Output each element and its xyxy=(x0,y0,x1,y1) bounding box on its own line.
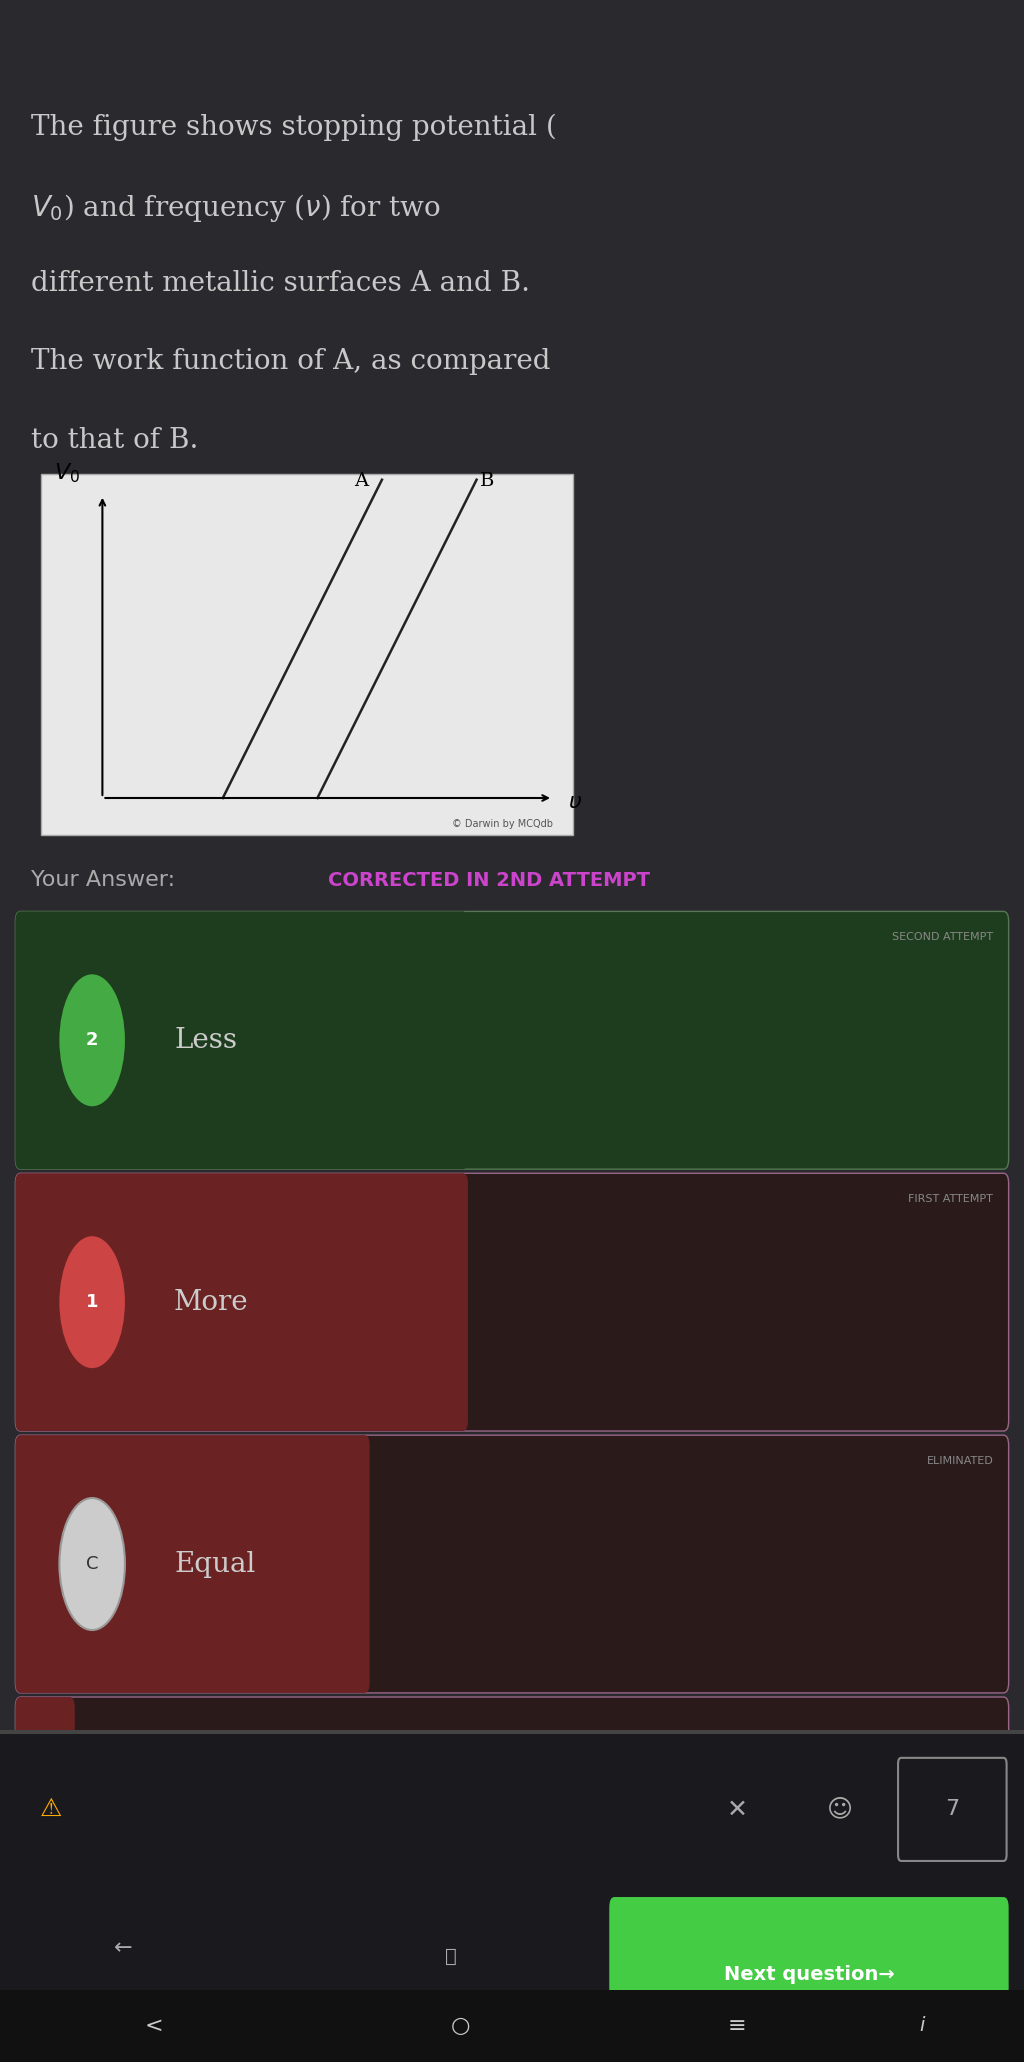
Circle shape xyxy=(59,975,125,1107)
Text: ☺: ☺ xyxy=(826,1798,853,1821)
Text: More: More xyxy=(174,1289,249,1316)
Text: $V_0$: $V_0$ xyxy=(53,462,80,485)
Circle shape xyxy=(59,1497,125,1631)
FancyBboxPatch shape xyxy=(15,911,468,1169)
FancyBboxPatch shape xyxy=(41,474,573,835)
FancyBboxPatch shape xyxy=(15,911,1009,1169)
FancyBboxPatch shape xyxy=(0,1732,1024,1887)
Text: ○: ○ xyxy=(452,2017,470,2035)
Text: The work function of A, as compared: The work function of A, as compared xyxy=(31,348,550,375)
FancyBboxPatch shape xyxy=(609,1897,1009,2052)
FancyBboxPatch shape xyxy=(15,1697,1009,1955)
Text: 1: 1 xyxy=(86,1293,98,1311)
Text: 🔖: 🔖 xyxy=(444,1947,457,1967)
FancyBboxPatch shape xyxy=(0,1990,1024,2062)
Text: CORRECTED IN 2ND ATTEMPT: CORRECTED IN 2ND ATTEMPT xyxy=(328,870,649,891)
FancyBboxPatch shape xyxy=(15,1435,1009,1693)
Text: B: B xyxy=(479,472,494,491)
Text: ←: ← xyxy=(114,1938,132,1959)
Text: ELIMINATED: ELIMINATED xyxy=(927,1456,993,1466)
Text: Equal: Equal xyxy=(174,1551,255,1577)
Text: D: D xyxy=(85,1817,99,1835)
Circle shape xyxy=(59,1237,125,1369)
FancyBboxPatch shape xyxy=(15,1173,1009,1431)
Text: Bookmark: Bookmark xyxy=(409,2015,493,2033)
FancyBboxPatch shape xyxy=(15,1435,370,1693)
Text: 2: 2 xyxy=(86,1031,98,1050)
Text: different metallic surfaces A and B.: different metallic surfaces A and B. xyxy=(31,270,529,297)
Text: Next question→: Next question→ xyxy=(724,1965,894,1984)
Text: SECOND ATTEMPT: SECOND ATTEMPT xyxy=(892,932,993,942)
Text: A: A xyxy=(354,472,369,491)
FancyBboxPatch shape xyxy=(15,1173,468,1431)
Text: ⚠: ⚠ xyxy=(40,1798,62,1821)
Text: ✕: ✕ xyxy=(727,1798,748,1821)
Text: 7: 7 xyxy=(945,1800,959,1819)
Text: Nothing can be said: Nothing can be said xyxy=(174,1812,457,1839)
Text: $\upsilon$: $\upsilon$ xyxy=(568,792,583,812)
Text: to that of B.: to that of B. xyxy=(31,427,198,454)
Circle shape xyxy=(59,1761,125,1893)
Text: Less: Less xyxy=(174,1027,238,1054)
Text: FIRST ATTEMPT: FIRST ATTEMPT xyxy=(908,1194,993,1204)
Text: <: < xyxy=(144,2017,163,2035)
FancyBboxPatch shape xyxy=(0,1887,1024,2062)
Text: ≡: ≡ xyxy=(728,2017,746,2035)
FancyBboxPatch shape xyxy=(15,1697,75,1955)
FancyBboxPatch shape xyxy=(0,1730,1024,1734)
Text: Your Answer:: Your Answer: xyxy=(31,870,175,891)
Text: i: i xyxy=(919,2017,925,2035)
Text: Previous: Previous xyxy=(88,2004,158,2023)
Text: C: C xyxy=(86,1555,98,1573)
Text: $V_0$) and frequency ($\nu$) for two: $V_0$) and frequency ($\nu$) for two xyxy=(31,192,440,225)
Text: The figure shows stopping potential (: The figure shows stopping potential ( xyxy=(31,113,556,140)
Text: © Darwin by MCQdb: © Darwin by MCQdb xyxy=(452,819,553,829)
